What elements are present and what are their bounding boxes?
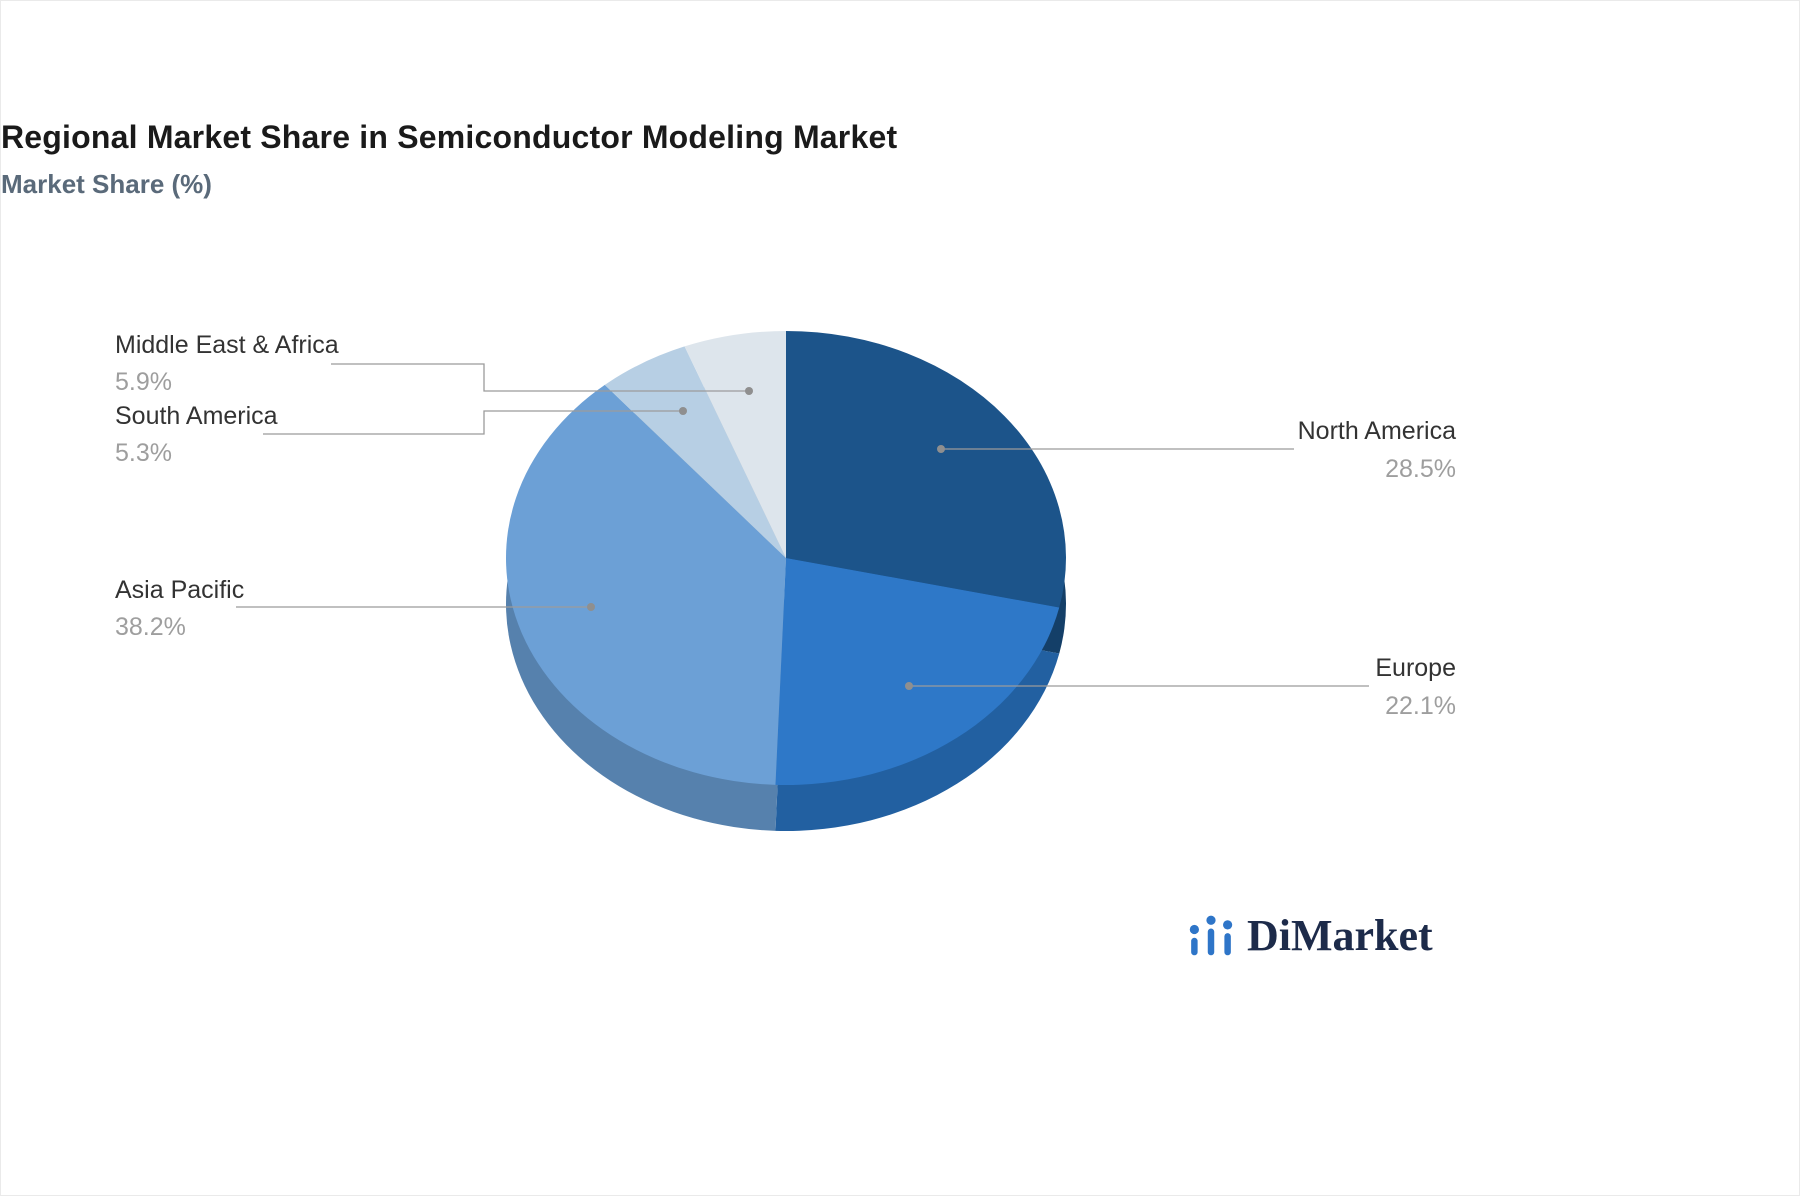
chart-subtitle: Market Share (%) bbox=[1, 169, 212, 199]
label-line-south-america bbox=[263, 410, 683, 435]
label-dot-middle-east-africa bbox=[745, 387, 753, 395]
slice-value-middle-east-africa: 5.9% bbox=[115, 368, 172, 396]
slice-label-south-america: South America bbox=[115, 402, 278, 430]
label-dot-asia-pacific bbox=[587, 603, 595, 611]
bar-chart-dots-icon bbox=[1189, 915, 1233, 956]
pie-slice-europe[interactable] bbox=[775, 558, 1060, 785]
dimarket-logo: DiMarket bbox=[1187, 907, 1433, 963]
pie-slice-asia-pacific[interactable] bbox=[506, 384, 786, 785]
slice-label-asia-pacific: Asia Pacific bbox=[115, 576, 244, 604]
logo-text: DiMarket bbox=[1247, 910, 1433, 960]
slice-value-europe: 22.1% bbox=[1385, 692, 1456, 720]
pie-slice-middle-east-africa[interactable] bbox=[684, 331, 786, 558]
slice-label-middle-east-africa: Middle East & Africa bbox=[115, 331, 339, 359]
label-dot-north-america bbox=[937, 445, 945, 453]
slice-value-asia-pacific: 38.2% bbox=[115, 613, 186, 641]
slice-label-europe: Europe bbox=[1375, 654, 1456, 682]
label-dot-south-america bbox=[679, 407, 687, 415]
label-line-middle-east-africa bbox=[331, 363, 749, 392]
slice-value-south-america: 5.3% bbox=[115, 439, 172, 467]
slice-label-north-america: North America bbox=[1298, 417, 1456, 445]
pie-slice-south-america[interactable] bbox=[604, 346, 786, 558]
pie-slice-north-america[interactable] bbox=[786, 331, 1066, 608]
slice-value-north-america: 28.5% bbox=[1385, 455, 1456, 483]
label-dot-europe bbox=[905, 682, 913, 690]
chart-title: Regional Market Share in Semiconductor M… bbox=[1, 119, 898, 155]
